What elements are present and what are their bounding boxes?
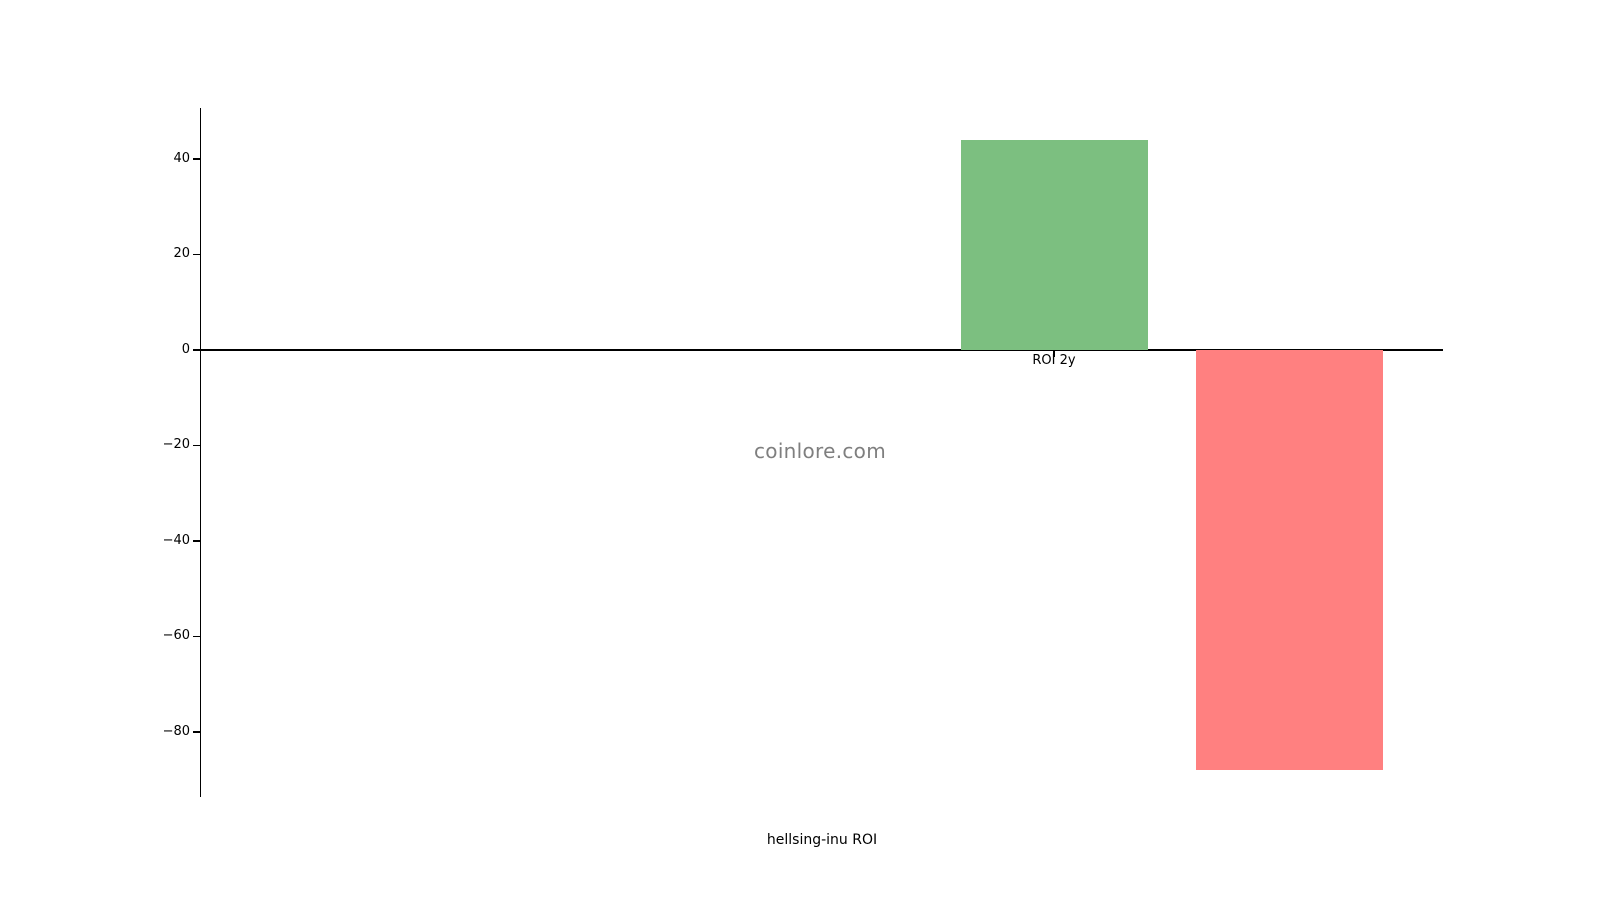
y-tick-label: 0 <box>181 341 190 357</box>
y-tick-mark <box>193 540 200 542</box>
y-axis-line <box>200 108 202 797</box>
x-axis-line <box>200 349 1443 351</box>
y-tick-label: −20 <box>162 437 190 453</box>
y-tick-label: 40 <box>173 150 190 166</box>
y-tick-mark <box>193 731 200 733</box>
y-tick-mark <box>193 253 200 256</box>
x-axis-title: hellsing-inu ROI <box>766 832 878 848</box>
y-tick-mark <box>193 444 200 447</box>
y-tick-mark <box>193 635 200 638</box>
y-tick-label: −80 <box>162 723 190 739</box>
y-tick-label: 20 <box>173 246 190 262</box>
watermark: coinlore.com <box>753 439 887 463</box>
y-tick-label: −60 <box>162 628 190 644</box>
y-tick-mark <box>193 158 200 160</box>
y-tick-label: −40 <box>162 532 190 548</box>
x-tick-label: ROI 2y <box>1032 352 1076 368</box>
x-tick-mark <box>1053 349 1055 358</box>
bar-roi-2y <box>960 139 1148 350</box>
bar-unlabeled-1 <box>1195 349 1383 771</box>
y-tick-mark <box>193 349 200 351</box>
